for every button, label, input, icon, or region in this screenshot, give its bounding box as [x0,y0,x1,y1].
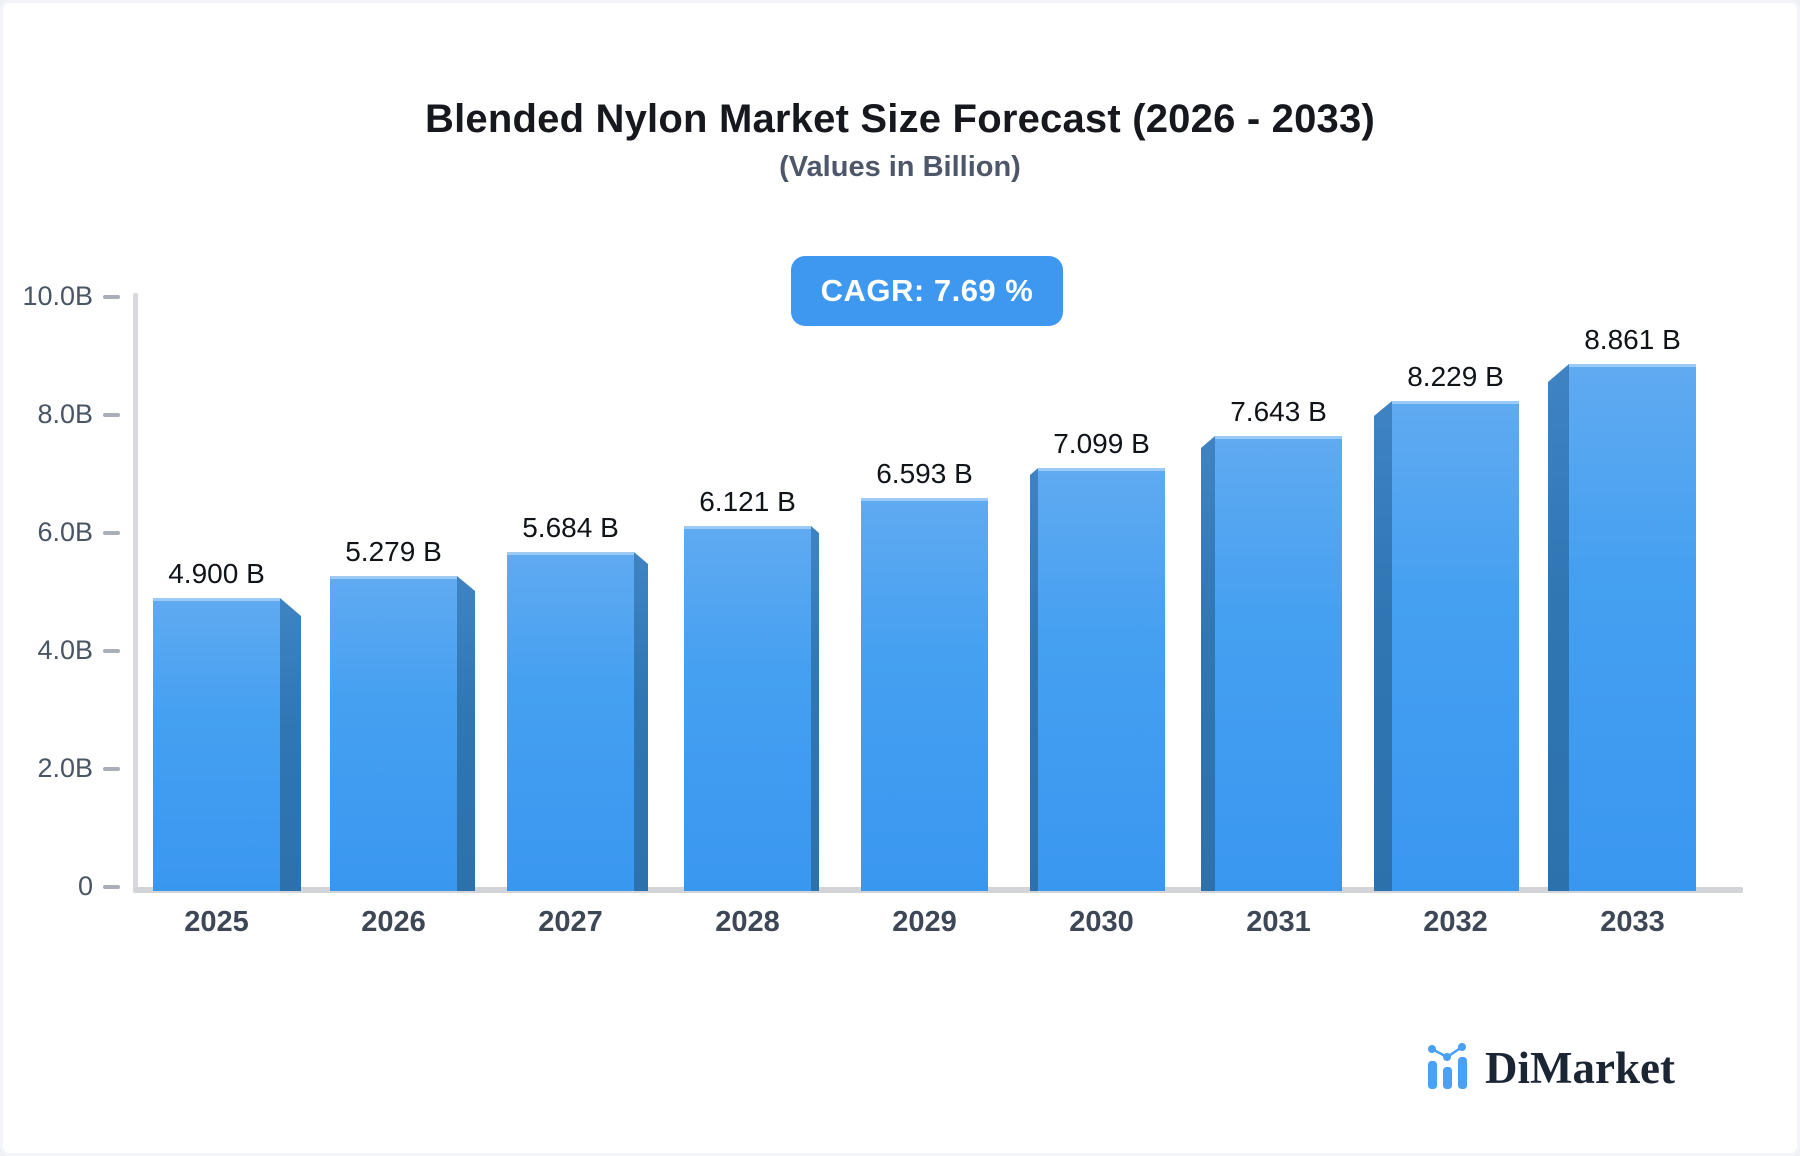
bar-2032 [1392,401,1519,891]
bar-value-label: 6.121 B [699,486,796,517]
bar-2027 [507,552,634,891]
x-axis-label-2028: 2028 [715,906,780,938]
y-tick-mark [103,295,120,299]
bar-3d-side-2027 [634,552,648,891]
x-axis-label-2032: 2032 [1423,906,1488,938]
brand-name: DiMarket [1485,1043,1675,1093]
bar-2030 [1038,468,1165,891]
bar-2029 [861,498,988,891]
y-tick-label: 0 [77,871,93,901]
bar-2031 [1215,436,1342,891]
y-tick-label: 8.0B [37,399,93,429]
x-axis-label-2029: 2029 [892,906,957,938]
bar-2026 [330,576,457,891]
bar-3d-side-2030 [1030,468,1038,891]
bar-3d-side-2033 [1548,364,1569,891]
bar-value-label: 4.900 B [168,558,265,589]
bar-2025 [153,598,280,891]
bar-3d-side-2032 [1374,401,1392,891]
chart-title: Blended Nylon Market Size Forecast (2026… [425,97,1375,141]
x-axis-label-2025: 2025 [184,906,249,938]
y-tick-mark [103,413,120,417]
dimarket-logo-icon [1428,1043,1467,1089]
bar-2033 [1569,364,1696,891]
y-tick-mark [103,767,120,771]
y-axis-line [133,293,138,892]
y-tick-mark [103,649,120,653]
y-tick-mark [103,885,120,889]
bar-value-label: 7.099 B [1053,428,1150,459]
bar-value-label: 5.684 B [522,512,619,543]
bar-value-label: 8.861 B [1584,324,1681,355]
bar-value-label: 8.229 B [1407,361,1504,392]
bar-3d-side-2025 [280,598,301,891]
x-axis-label-2026: 2026 [361,906,426,938]
cagr-badge: CAGR: 7.69 % [791,256,1063,326]
x-axis-label-2033: 2033 [1600,906,1665,938]
x-axis-label-2030: 2030 [1069,906,1134,938]
x-axis-label-2031: 2031 [1246,906,1311,938]
brand-logo: DiMarket [1427,1043,1675,1093]
bar-3d-side-2026 [457,576,475,891]
bar-value-label: 5.279 B [345,536,442,567]
bar-2028 [684,526,811,891]
x-axis-label-2027: 2027 [538,906,603,938]
y-tick-label: 2.0B [37,753,93,783]
chart-subtitle: (Values in Billion) [779,151,1021,183]
bar-value-label: 6.593 B [876,458,973,489]
y-tick-label: 10.0B [22,281,93,311]
y-tick-label: 4.0B [37,635,93,665]
y-tick-mark [103,531,120,535]
y-tick-label: 6.0B [37,517,93,547]
bar-3d-side-2028 [811,526,819,891]
bar-3d-side-2031 [1201,436,1215,891]
bar-value-label: 7.643 B [1230,396,1327,427]
